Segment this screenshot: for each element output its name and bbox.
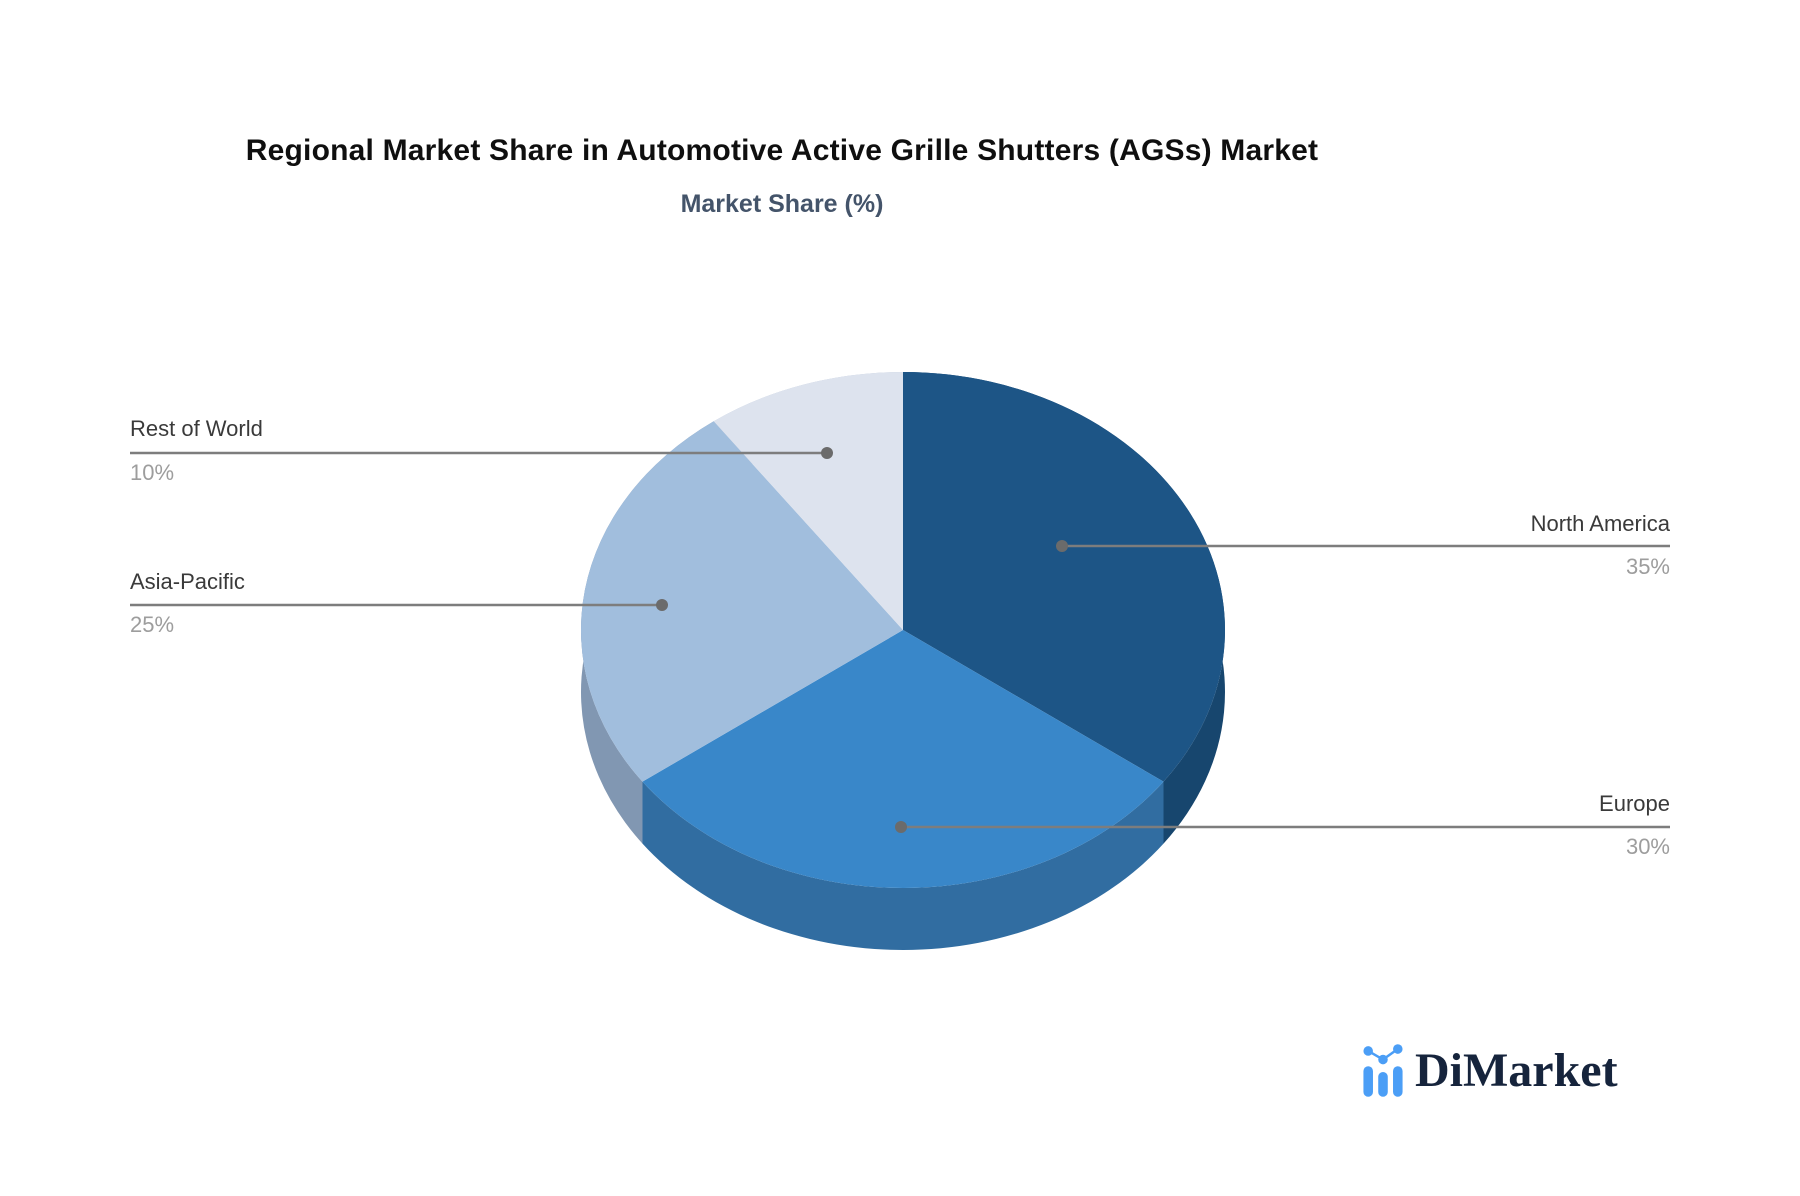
leader-dot-rest-of-world — [821, 447, 833, 459]
callout-label-asia-pacific: Asia-Pacific — [130, 569, 245, 594]
chart-title: Regional Market Share in Automotive Acti… — [245, 134, 1319, 167]
callout-label-north-america: North America — [1530, 511, 1670, 536]
callout-label-rest-of-world: Rest of World — [130, 416, 263, 441]
callout-label-europe: Europe — [1599, 791, 1670, 816]
leader-dot-europe — [895, 821, 907, 833]
brand-name: DiMarket — [1415, 1044, 1618, 1097]
pie-slice-north-america[interactable] — [903, 372, 1225, 782]
pie-slice-side-europe — [642, 781, 1164, 950]
callout-value-europe: 30% — [1625, 834, 1670, 859]
callout-value-rest-of-world: 10% — [130, 460, 175, 485]
leader-dot-asia-pacific — [656, 599, 668, 611]
chart-subtitle: Market Share (%) — [680, 190, 884, 218]
callout-value-asia-pacific: 25% — [130, 612, 175, 637]
pie-slice-rest-of-world[interactable] — [713, 372, 903, 630]
brand-logo: DiMarket — [1362, 1042, 1618, 1100]
bar-chart-icon — [1363, 1044, 1403, 1097]
pie-slice-asia-pacific[interactable] — [580, 421, 903, 782]
pie-slice-europe[interactable] — [642, 630, 1164, 888]
callout-value-north-america: 35% — [1625, 554, 1670, 579]
leader-dot-north-america — [1056, 540, 1068, 552]
